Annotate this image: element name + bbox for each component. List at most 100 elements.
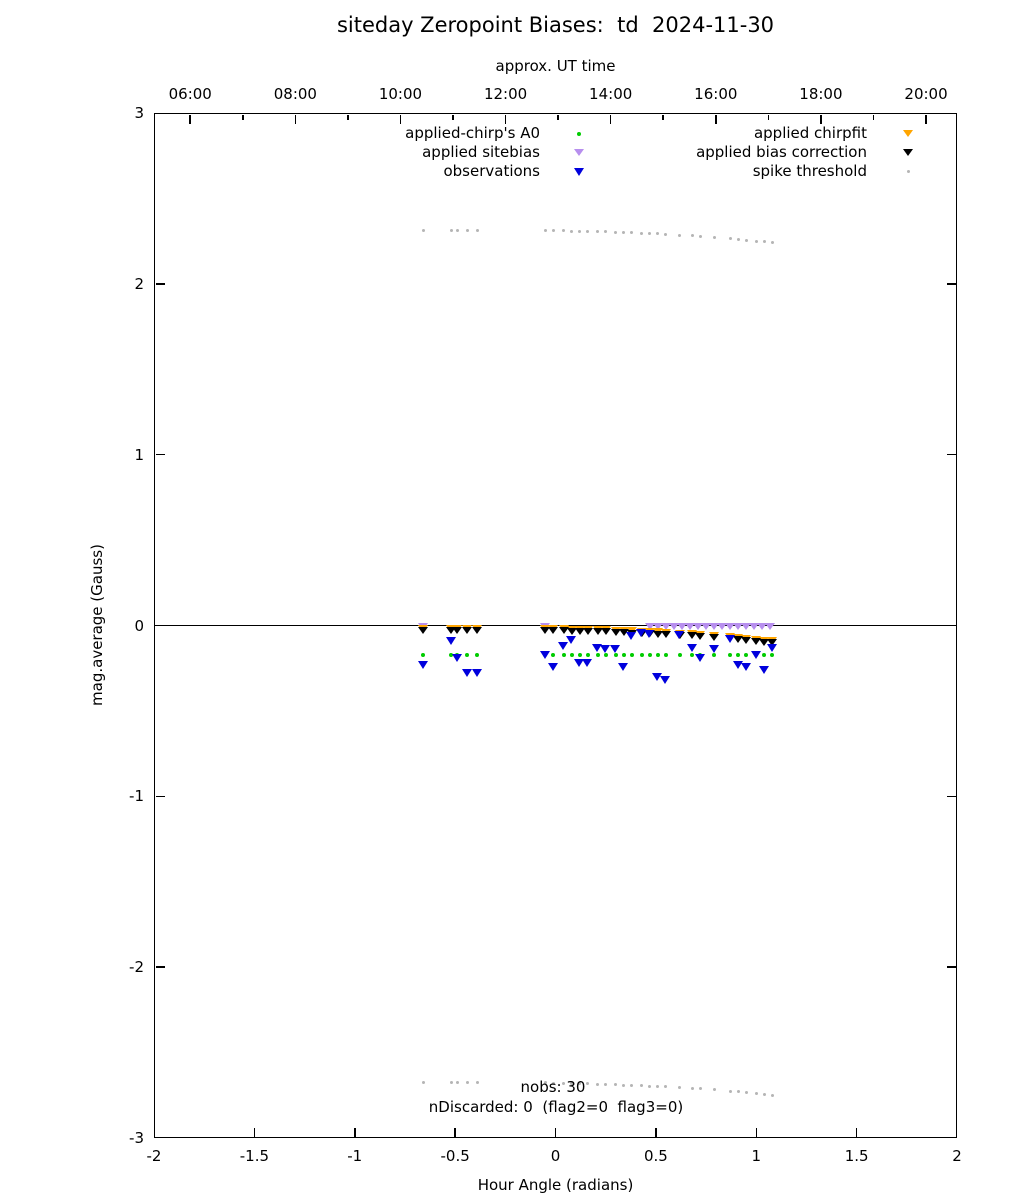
observations-marker xyxy=(471,669,482,678)
a0-marker xyxy=(744,652,749,657)
a0-marker xyxy=(655,652,660,657)
a0-marker xyxy=(712,652,717,657)
sitebias-marker xyxy=(574,149,584,156)
a0-marker xyxy=(561,652,566,657)
top-axis-tick-label: 06:00 xyxy=(168,85,212,103)
bias-correction-marker xyxy=(903,149,913,156)
top-axis-tick xyxy=(504,114,507,124)
bias-correction-marker xyxy=(759,638,770,646)
bottom-axis-tick-label: 0.5 xyxy=(643,1147,668,1165)
spike-threshold-marker xyxy=(762,240,766,244)
observations-marker xyxy=(708,645,719,654)
bias-correction-marker xyxy=(548,627,559,635)
observations-marker xyxy=(566,636,577,645)
spike-threshold-marker xyxy=(744,238,748,242)
observations-marker xyxy=(547,663,558,672)
legend-label-sitebias: applied sitebias xyxy=(422,142,540,161)
bias-correction-marker xyxy=(741,636,752,644)
observations-marker xyxy=(539,650,550,659)
sitebias-marker xyxy=(693,623,704,631)
top-axis-tick-label: 08:00 xyxy=(273,85,317,103)
bottom-axis-tick xyxy=(554,1127,557,1137)
bias-correction-marker xyxy=(709,633,720,641)
spike-threshold-marker xyxy=(578,1082,582,1086)
top-axis-tick-label: 16:00 xyxy=(694,85,738,103)
bias-correction-marker xyxy=(462,626,473,634)
observations-marker xyxy=(574,659,585,668)
bias-correction-marker xyxy=(733,636,744,643)
spike-threshold-marker xyxy=(690,1086,694,1090)
a0-marker xyxy=(449,652,454,657)
observations-marker xyxy=(644,629,655,638)
spike-threshold-marker xyxy=(762,1092,766,1096)
spike-threshold-marker xyxy=(604,1082,608,1086)
bottom-axis-tick-label: -2 xyxy=(146,1147,162,1165)
a0-marker xyxy=(629,652,634,657)
a0-marker xyxy=(621,652,626,657)
a0-marker xyxy=(770,652,775,657)
spike-threshold-marker xyxy=(678,1086,682,1090)
bottom-axis-tick xyxy=(855,1127,858,1137)
right-axis-tick xyxy=(946,795,956,798)
bias-correction-marker xyxy=(652,630,663,638)
spike-threshold-marker xyxy=(698,1087,702,1091)
sitebias-marker xyxy=(749,623,760,631)
observations-marker xyxy=(636,629,647,638)
top-axis-tick xyxy=(242,114,244,120)
a0-marker xyxy=(613,652,618,657)
sitebias-marker xyxy=(725,623,736,631)
spike-threshold-marker xyxy=(586,229,590,233)
right-axis-tick xyxy=(946,283,956,285)
a0-marker xyxy=(728,652,733,657)
spike-threshold-marker xyxy=(455,1081,459,1085)
top-axis-tick xyxy=(872,114,875,120)
bias-correction-marker xyxy=(574,627,585,635)
bias-correction-marker xyxy=(472,626,483,634)
spike-threshold-marker xyxy=(614,1083,618,1087)
a0-marker xyxy=(569,652,574,657)
legend-label-observations: observations xyxy=(443,161,540,180)
spike-threshold-marker xyxy=(664,232,668,236)
a0-marker xyxy=(577,652,582,657)
bias-correction-marker xyxy=(540,627,551,635)
legend-label-bias-correction: applied bias correction xyxy=(696,142,867,161)
spike-threshold-marker xyxy=(712,1088,716,1092)
spike-threshold-marker xyxy=(622,1083,626,1087)
spike-threshold-marker xyxy=(906,170,910,173)
spike-threshold-marker xyxy=(712,235,716,239)
observations-marker xyxy=(451,653,462,662)
bias-correction-marker xyxy=(618,629,629,637)
bias-correction-marker xyxy=(418,627,428,635)
spike-threshold-marker xyxy=(744,1091,748,1095)
spike-threshold-marker xyxy=(614,230,618,234)
spike-threshold-marker xyxy=(551,229,555,233)
observations-marker xyxy=(573,167,584,176)
sitebias-marker xyxy=(660,623,671,631)
a0-marker xyxy=(475,652,480,657)
spike-threshold-marker xyxy=(562,1081,566,1085)
top-axis-tick-label: 12:00 xyxy=(483,85,528,103)
bottom-axis-tick xyxy=(755,1127,757,1137)
a0-marker xyxy=(603,652,608,657)
spike-threshold-marker xyxy=(770,1093,774,1097)
observations-marker xyxy=(694,653,705,662)
top-axis-tick xyxy=(294,114,297,124)
left-axis-tick xyxy=(155,966,165,968)
spike-threshold-marker xyxy=(543,1081,547,1085)
bias-correction-marker xyxy=(558,627,569,635)
left-axis-tick-label: -1 xyxy=(129,787,144,806)
a0-marker xyxy=(677,652,682,657)
spike-threshold-marker xyxy=(754,1092,758,1096)
bottom-axis-tick xyxy=(354,1127,356,1137)
observations-marker xyxy=(618,663,629,672)
top-axis-label: approx. UT time xyxy=(495,57,616,75)
sitebias-marker xyxy=(741,623,752,631)
a0-marker xyxy=(595,652,600,657)
left-axis-tick-label: 0 xyxy=(134,616,144,635)
observations-marker xyxy=(610,644,621,653)
spike-threshold-marker xyxy=(622,231,626,235)
top-axis-tick xyxy=(609,114,612,124)
a0-marker xyxy=(647,652,652,657)
top-axis-tick-label: 18:00 xyxy=(799,85,843,103)
